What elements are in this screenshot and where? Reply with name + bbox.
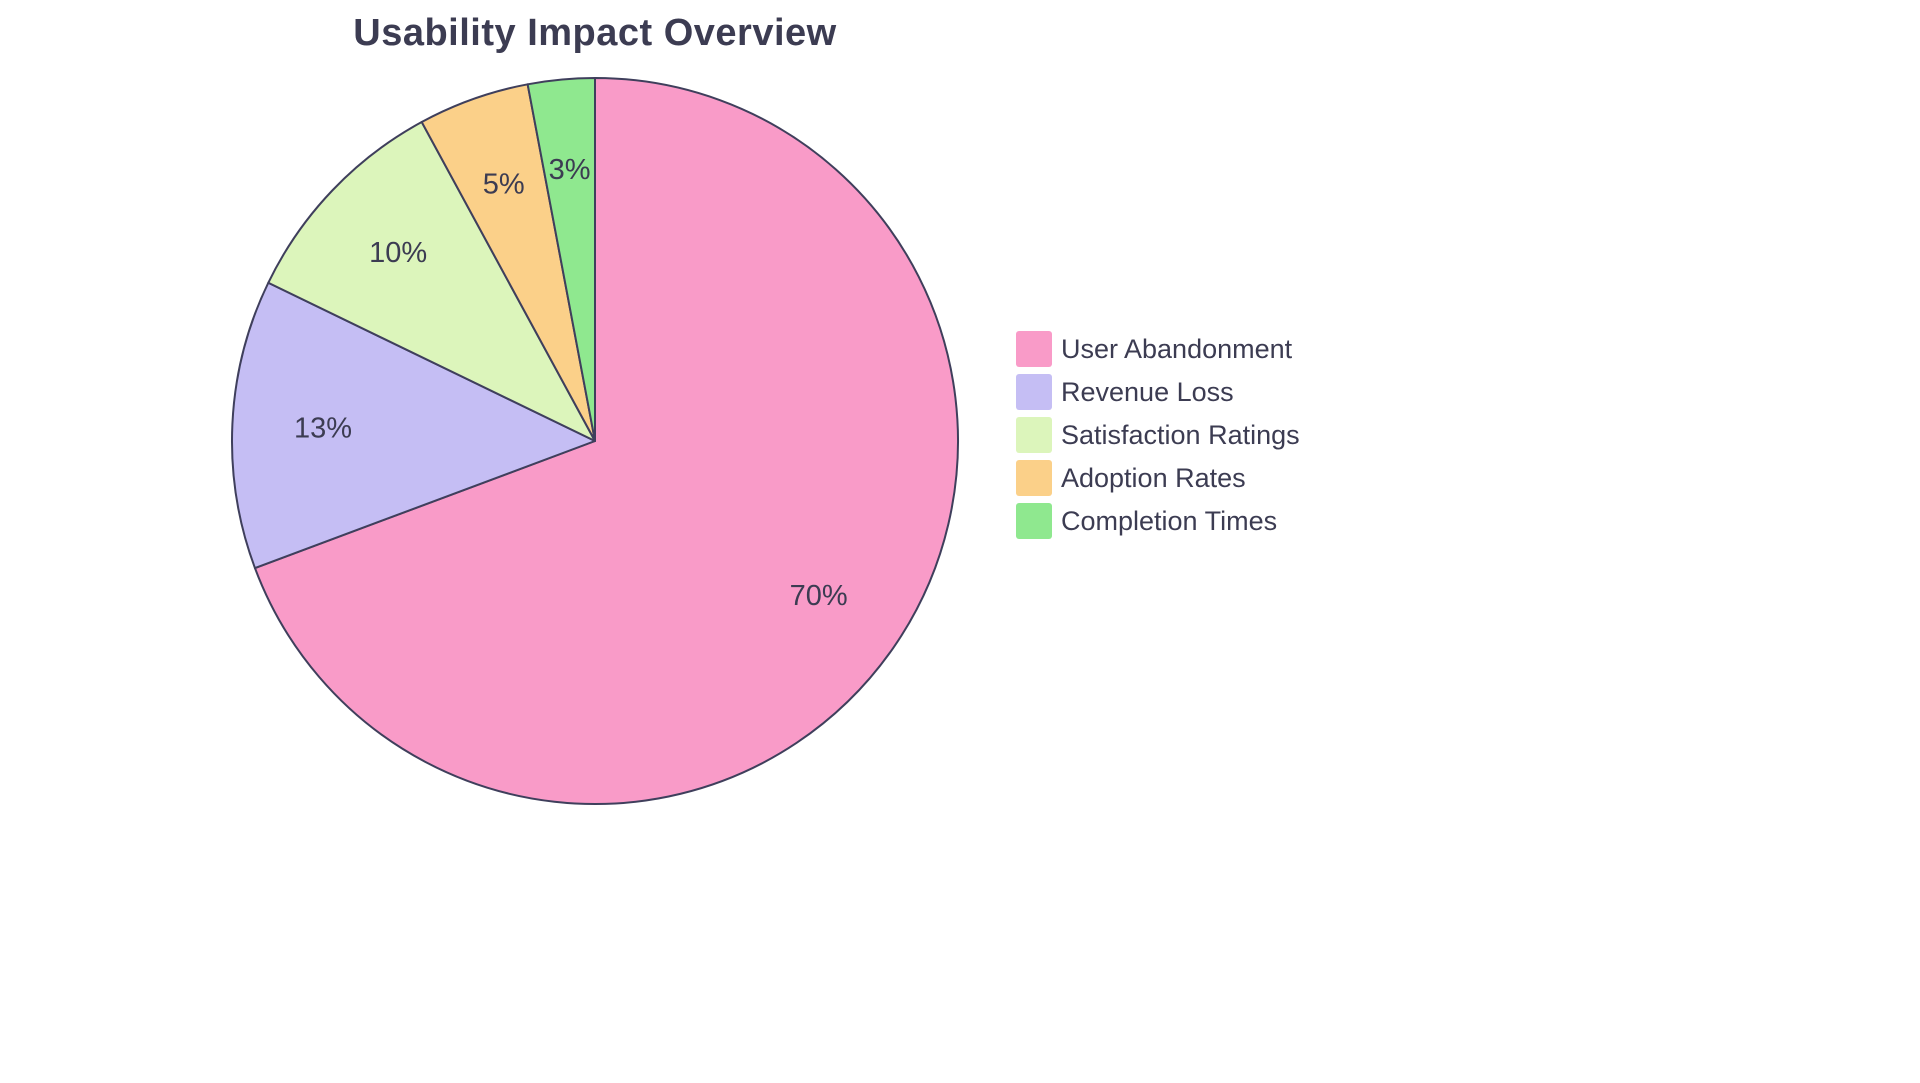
pie-slice (231, 281, 596, 570)
legend-label: User Abandonment (1061, 333, 1293, 364)
slice-percent-label: 3% (549, 154, 591, 186)
legend-swatch (1016, 503, 1052, 539)
legend: User Abandonment Revenue Loss Satisfacti… (1016, 331, 1300, 539)
chart-title: Usability Impact Overview (353, 12, 837, 54)
legend-label: Satisfaction Ratings (1061, 419, 1300, 450)
slice-percent-label: 5% (483, 169, 525, 201)
legend-item: User Abandonment (1016, 331, 1300, 367)
slice-percent-label: 13% (294, 412, 352, 444)
legend-item: Adoption Rates (1016, 460, 1300, 496)
legend-swatch (1016, 417, 1052, 453)
legend-swatch (1016, 331, 1052, 367)
slice-percent-label: 70% (790, 580, 848, 612)
legend-item: Satisfaction Ratings (1016, 417, 1300, 453)
pie-slice (267, 121, 596, 442)
legend-label: Completion Times (1061, 505, 1278, 536)
legend-label: Revenue Loss (1061, 376, 1234, 407)
legend-item: Revenue Loss (1016, 374, 1300, 410)
legend-item: Completion Times (1016, 503, 1300, 539)
slice-percent-label: 10% (369, 237, 427, 269)
pie-slice (526, 77, 596, 442)
pie-slice (253, 77, 959, 805)
legend-swatch (1016, 374, 1052, 410)
legend-label: Adoption Rates (1061, 462, 1246, 493)
legend-swatch (1016, 460, 1052, 496)
